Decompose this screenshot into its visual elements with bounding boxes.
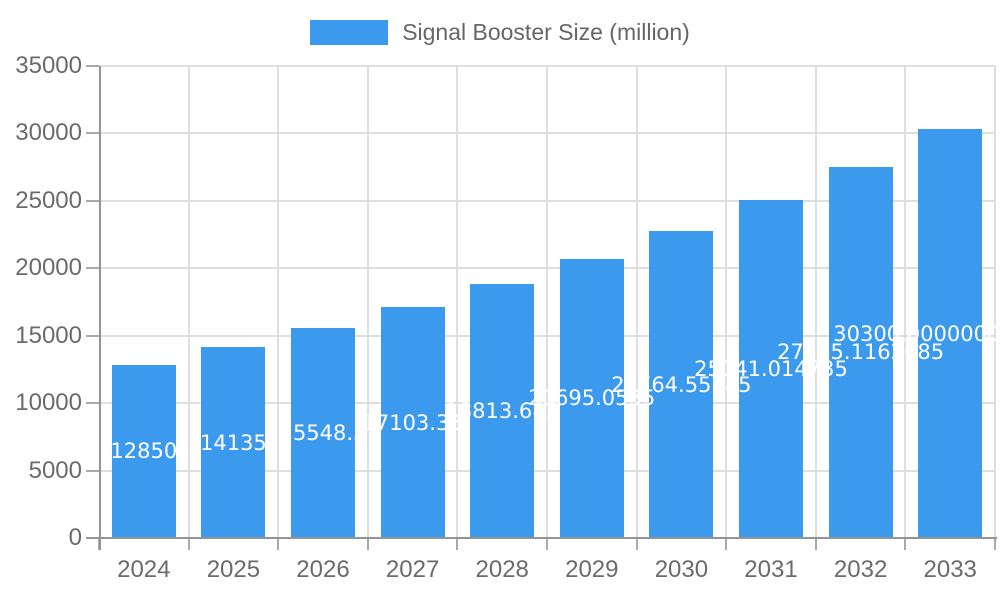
y-axis-tick <box>86 469 99 472</box>
bar[interactable] <box>201 347 266 538</box>
y-tick-label: 30000 <box>15 119 82 147</box>
x-gridline <box>366 66 369 538</box>
x-axis-tick <box>904 539 907 550</box>
bar[interactable] <box>828 166 893 538</box>
y-tick-label: 25000 <box>15 186 82 214</box>
y-tick-label: 10000 <box>15 389 82 417</box>
bar[interactable] <box>111 364 176 538</box>
legend-label: Signal Booster Size (million) <box>402 19 690 45</box>
x-tick-label: 2032 <box>833 556 888 583</box>
x-tick-label: 2029 <box>565 556 619 583</box>
bar[interactable] <box>918 129 983 538</box>
x-gridline <box>635 66 638 538</box>
x-axis-tick <box>277 539 280 550</box>
y-axis-tick <box>86 402 99 405</box>
bar[interactable] <box>649 231 714 538</box>
legend-item[interactable]: Signal Booster Size (million) <box>0 20 1000 45</box>
x-gridline <box>814 66 817 538</box>
y-axis-tick <box>86 267 99 270</box>
bar[interactable] <box>559 258 624 538</box>
y-axis-tick <box>86 199 99 202</box>
x-tick-label: 2033 <box>923 556 977 583</box>
bar[interactable] <box>380 307 445 538</box>
y-axis-tick <box>86 334 99 337</box>
bar[interactable] <box>739 200 803 538</box>
x-gridline <box>725 66 728 538</box>
x-tick-label: 2028 <box>475 556 529 583</box>
y-axis-tick <box>86 132 99 135</box>
x-tick-label: 2025 <box>206 556 261 583</box>
x-axis-tick <box>546 539 548 550</box>
x-tick-label: 2024 <box>117 556 171 583</box>
bar[interactable] <box>470 284 535 538</box>
x-axis-tick <box>635 539 638 550</box>
legend-swatch <box>310 20 389 45</box>
x-gridline <box>456 66 459 538</box>
x-gridline <box>904 66 907 538</box>
x-gridline <box>187 66 190 538</box>
x-axis-tick <box>456 539 459 550</box>
bar[interactable] <box>291 328 355 538</box>
y-tick-label: 15000 <box>15 321 82 349</box>
x-gridline <box>994 66 996 538</box>
y-axis-line <box>99 66 101 550</box>
x-axis-tick <box>366 539 369 550</box>
y-tick-label: 20000 <box>15 254 82 282</box>
x-tick-label: 2030 <box>654 556 709 583</box>
y-tick-label: 0 <box>68 524 82 551</box>
y-tick-label: 35000 <box>15 52 82 79</box>
x-axis-line <box>86 537 997 539</box>
x-axis-tick <box>814 539 817 550</box>
x-tick-label: 2026 <box>296 556 350 583</box>
x-axis-tick <box>725 539 728 550</box>
x-axis-tick <box>994 539 996 550</box>
x-gridline <box>277 66 280 538</box>
y-axis-tick <box>86 65 99 67</box>
x-gridline <box>546 66 548 538</box>
y-tick-label: 5000 <box>28 456 82 484</box>
x-tick-label: 2031 <box>744 556 798 583</box>
x-tick-label: 2027 <box>385 556 440 583</box>
x-axis-tick <box>187 539 190 550</box>
